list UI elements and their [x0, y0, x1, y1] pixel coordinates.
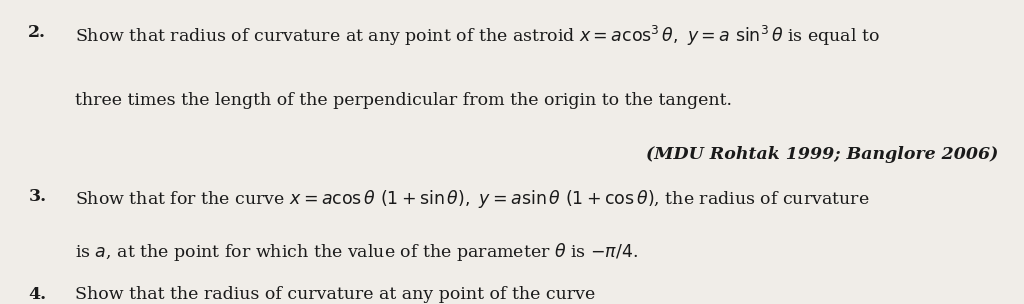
Text: 3.: 3. [29, 188, 46, 205]
Text: is $a$, at the point for which the value of the parameter $\theta$ is $-\pi/4$.: is $a$, at the point for which the value… [76, 241, 639, 263]
Text: 2.: 2. [29, 24, 46, 41]
Text: 4.: 4. [29, 286, 46, 303]
Text: (MDU Rohtak 1999; Banglore 2006): (MDU Rohtak 1999; Banglore 2006) [646, 146, 998, 163]
Text: three times the length of the perpendicular from the origin to the tangent.: three times the length of the perpendicu… [76, 92, 732, 109]
Text: Show that the radius of curvature at any point of the curve: Show that the radius of curvature at any… [76, 286, 596, 303]
Text: Show that radius of curvature at any point of the astroid $x = a\cos^3\theta,\ y: Show that radius of curvature at any poi… [76, 24, 881, 48]
Text: Show that for the curve $x = a\cos\theta\ (1 + \sin\theta),\ y = a\sin\theta\ (1: Show that for the curve $x = a\cos\theta… [76, 188, 870, 210]
